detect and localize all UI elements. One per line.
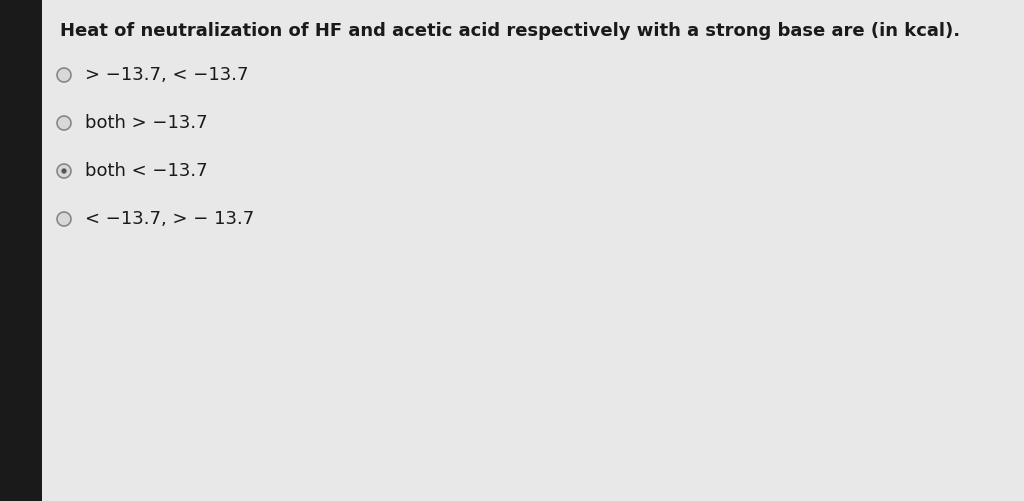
Circle shape [61,168,67,174]
Text: > −13.7, < −13.7: > −13.7, < −13.7 [85,66,249,84]
Text: both > −13.7: both > −13.7 [85,114,208,132]
Circle shape [57,68,71,82]
Text: Heat of neutralization of HF and acetic acid respectively with a strong base are: Heat of neutralization of HF and acetic … [60,22,961,40]
Bar [0,0,42,501]
Circle shape [57,212,71,226]
Circle shape [57,116,71,130]
Text: both < −13.7: both < −13.7 [85,162,208,180]
Text: < −13.7, > − 13.7: < −13.7, > − 13.7 [85,210,254,228]
Circle shape [57,164,71,178]
